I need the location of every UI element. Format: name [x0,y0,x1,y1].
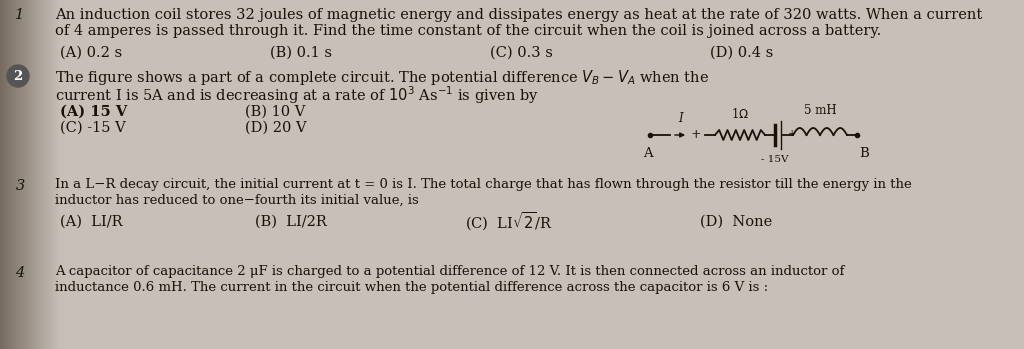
Text: of 4 amperes is passed through it. Find the time constant of the circuit when th: of 4 amperes is passed through it. Find … [55,24,882,38]
Text: current I is 5A and is decreasing at a rate of $10^3$ As$^{-1}$ is given by: current I is 5A and is decreasing at a r… [55,84,539,106]
Text: (B)  LI/2R: (B) LI/2R [255,215,327,229]
Text: (D) 20 V: (D) 20 V [245,121,306,135]
Text: +: + [690,127,701,141]
Text: 4: 4 [15,266,25,280]
Circle shape [7,65,29,87]
Text: The figure shows a part of a complete circuit. The potential difference $V_B-V_A: The figure shows a part of a complete ci… [55,68,709,87]
Text: A capacitor of capacitance 2 μF is charged to a potential difference of 12 V. It: A capacitor of capacitance 2 μF is charg… [55,265,845,278]
Text: (D) 0.4 s: (D) 0.4 s [710,46,773,60]
Text: (A) 15 V: (A) 15 V [60,105,127,119]
Text: 3: 3 [15,179,25,193]
Text: inductor has reduced to one−fourth its initial value, is: inductor has reduced to one−fourth its i… [55,194,419,207]
Text: (D)  None: (D) None [700,215,772,229]
Text: (A) 0.2 s: (A) 0.2 s [60,46,122,60]
Text: A: A [643,147,653,160]
Text: +: + [788,128,797,138]
Text: (C)  LI$\sqrt{2}$/R: (C) LI$\sqrt{2}$/R [465,211,552,233]
Text: (B) 0.1 s: (B) 0.1 s [270,46,332,60]
Text: (A)  LI/R: (A) LI/R [60,215,123,229]
Text: 5 mH: 5 mH [804,104,837,117]
Text: 2: 2 [13,69,23,82]
Text: 1$\Omega$: 1$\Omega$ [731,107,749,121]
Text: An induction coil stores 32 joules of magnetic energy and dissipates energy as h: An induction coil stores 32 joules of ma… [55,8,982,22]
Text: (B) 10 V: (B) 10 V [245,105,305,119]
Text: B: B [859,147,868,160]
Text: (C) -15 V: (C) -15 V [60,121,126,135]
Text: 1: 1 [15,8,25,22]
Text: (C) 0.3 s: (C) 0.3 s [490,46,553,60]
Text: I: I [678,112,682,125]
Text: - 15V: - 15V [761,155,788,164]
Text: In a L−R decay circuit, the initial current at t = 0 is I. The total charge that: In a L−R decay circuit, the initial curr… [55,178,911,191]
Text: inductance 0.6 mH. The current in the circuit when the potential difference acro: inductance 0.6 mH. The current in the ci… [55,281,768,294]
